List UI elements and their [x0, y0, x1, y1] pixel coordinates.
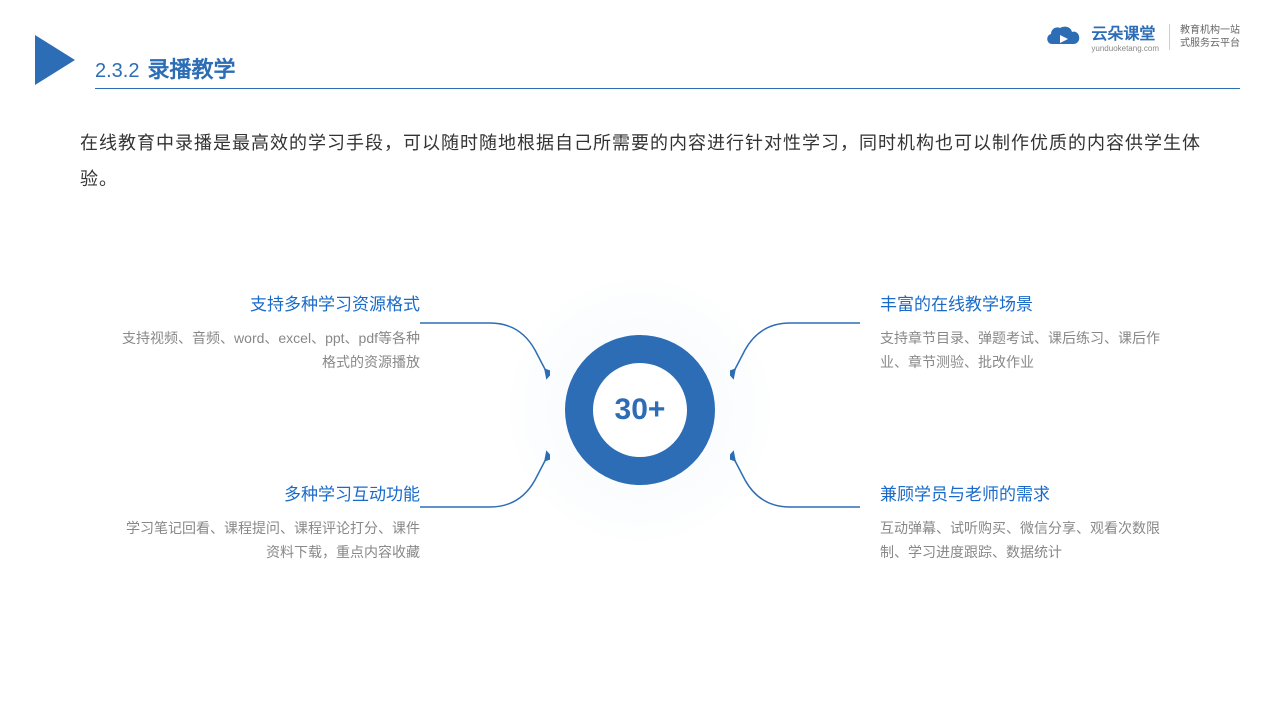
- feature-top-left: 支持多种学习资源格式 支持视频、音频、word、excel、ppt、pdf等各种…: [120, 290, 420, 375]
- brand-tag-line1: 教育机构一站: [1180, 24, 1240, 37]
- feature-desc: 互动弹幕、试听购买、微信分享、观看次数限制、学习进度跟踪、数据统计: [880, 517, 1180, 565]
- cloud-icon: [1046, 24, 1081, 50]
- brand-tag-line2: 式服务云平台: [1180, 37, 1240, 50]
- section-name: 录播教学: [147, 52, 235, 84]
- feature-top-right: 丰富的在线教学场景 支持章节目录、弹题考试、课后练习、课后作业、章节测验、批改作…: [880, 290, 1180, 375]
- brand-tagline: 教育机构一站 式服务云平台: [1169, 24, 1240, 50]
- brand-name: 云朵课堂: [1091, 20, 1159, 44]
- feature-desc: 支持章节目录、弹题考试、课后练习、课后作业、章节测验、批改作业: [880, 327, 1180, 375]
- brand-logo: 云朵课堂 yunduoketang.com 教育机构一站 式服务云平台: [1046, 20, 1240, 53]
- feature-desc: 学习笔记回看、课程提问、课程评论打分、课件资料下载，重点内容收藏: [120, 517, 420, 565]
- feature-title: 丰富的在线教学场景: [880, 290, 1180, 315]
- slide-header: 2.3.2 录播教学 云朵课堂 yunduoketang.com 教育机构一站 …: [0, 0, 1280, 30]
- feature-desc: 支持视频、音频、word、excel、ppt、pdf等各种格式的资源播放: [120, 327, 420, 375]
- section-title: 2.3.2 录播教学: [95, 52, 236, 84]
- feature-title: 多种学习互动功能: [120, 480, 420, 505]
- intro-paragraph: 在线教育中录播是最高效的学习手段，可以随时随地根据自己所需要的内容进行针对性学习…: [80, 125, 1210, 197]
- brand-text-block: 云朵课堂 yunduoketang.com: [1091, 20, 1159, 53]
- header-triangle-icon: [35, 35, 75, 85]
- feature-title: 支持多种学习资源格式: [120, 290, 420, 315]
- feature-bottom-left: 多种学习互动功能 学习笔记回看、课程提问、课程评论打分、课件资料下载，重点内容收…: [120, 480, 420, 565]
- brand-url: yunduoketang.com: [1091, 44, 1159, 53]
- section-number: 2.3.2: [95, 60, 139, 83]
- title-underline: [95, 88, 1240, 89]
- feature-bottom-right: 兼顾学员与老师的需求 互动弹幕、试听购买、微信分享、观看次数限制、学习进度跟踪、…: [880, 480, 1180, 565]
- center-value: 30+: [615, 393, 666, 427]
- center-circle: 30+: [510, 280, 770, 540]
- feature-diagram: 30+ 支持多种学习资源格式 支持视频、音频、word、excel、ppt、pd…: [0, 260, 1280, 660]
- feature-title: 兼顾学员与老师的需求: [880, 480, 1180, 505]
